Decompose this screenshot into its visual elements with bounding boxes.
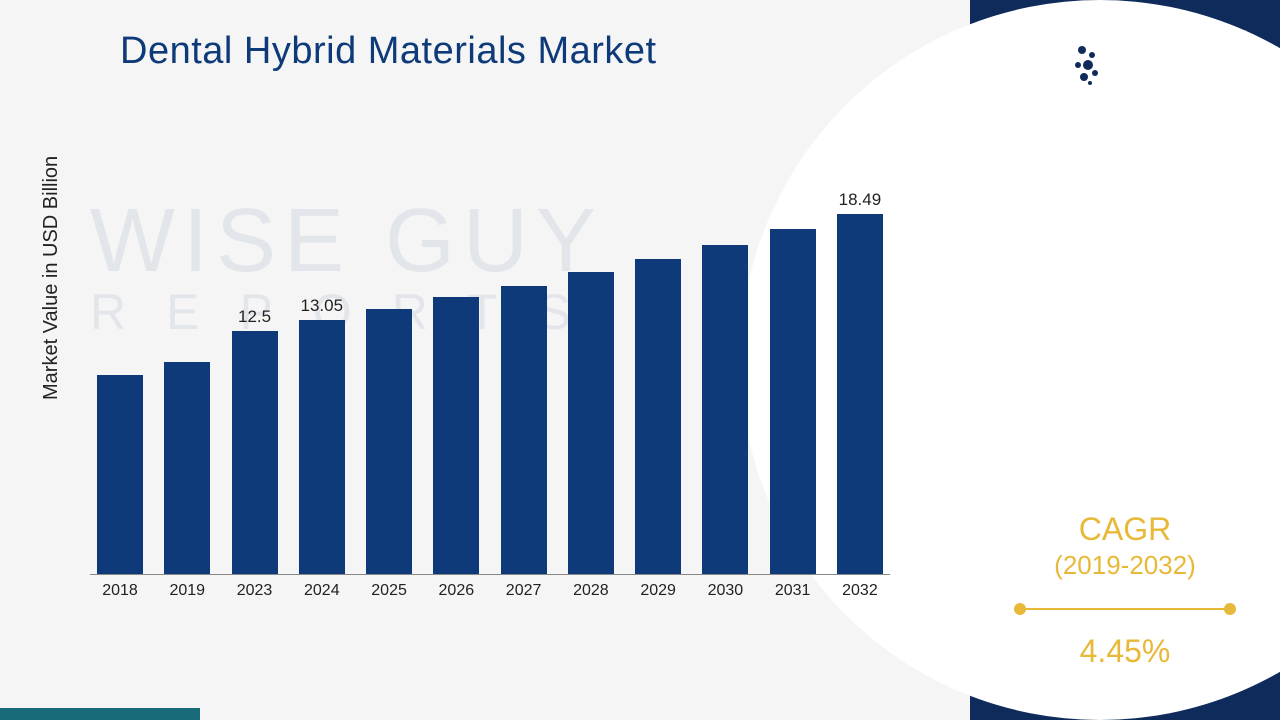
bar xyxy=(366,309,412,574)
bar-group: 18.49 xyxy=(830,190,890,574)
bars-container: 12.5 13.05 18.49 xyxy=(90,180,890,575)
x-tick-label: 2027 xyxy=(494,582,554,600)
chart-title: Dental Hybrid Materials Market xyxy=(120,30,657,73)
x-tick-label: 2029 xyxy=(628,582,688,600)
x-tick-label: 2028 xyxy=(561,582,621,600)
cagr-period: (2019-2032) xyxy=(1000,550,1250,581)
x-tick-label: 2026 xyxy=(426,582,486,600)
logo-head-icon xyxy=(1040,25,1110,105)
bar-group xyxy=(695,221,755,574)
bar xyxy=(97,375,143,574)
bar-group: 12.5 xyxy=(225,307,285,574)
bar-group: 13.05 xyxy=(292,296,352,574)
bar-group xyxy=(359,285,419,574)
bar xyxy=(299,320,345,574)
y-axis-label: Market Value in USD Billion xyxy=(40,156,63,400)
cagr-box: CAGR (2019-2032) 4.45% xyxy=(1000,511,1250,670)
x-tick-label: 2030 xyxy=(695,582,755,600)
cagr-divider xyxy=(1020,599,1230,619)
bar-value-label: 18.49 xyxy=(839,190,882,210)
bar xyxy=(635,259,681,574)
bar xyxy=(770,229,816,574)
bar xyxy=(501,286,547,574)
bar-group xyxy=(90,351,150,574)
bar-group xyxy=(628,235,688,574)
cagr-value: 4.45% xyxy=(1000,633,1250,670)
bar xyxy=(164,362,210,574)
x-tick-label: 2024 xyxy=(292,582,352,600)
bar-group xyxy=(426,273,486,574)
accent-bar xyxy=(0,708,200,720)
x-tick-label: 2018 xyxy=(90,582,150,600)
bar-group xyxy=(763,205,823,574)
bar-group xyxy=(561,248,621,574)
x-tick-label: 2032 xyxy=(830,582,890,600)
x-axis-labels: 2018 2019 2023 2024 2025 2026 2027 2028 2029 2030… xyxy=(90,582,890,600)
bar xyxy=(433,297,479,574)
cagr-title: CAGR xyxy=(1000,511,1250,548)
bar-group xyxy=(494,262,554,574)
x-tick-label: 2023 xyxy=(225,582,285,600)
chart-area: 12.513.0518.49 2018201920232024202520262… xyxy=(90,180,890,600)
bar xyxy=(232,331,278,574)
bar xyxy=(837,214,883,574)
bar-group xyxy=(157,338,217,574)
x-tick-label: 2019 xyxy=(157,582,217,600)
bar xyxy=(702,245,748,574)
x-tick-label: 2025 xyxy=(359,582,419,600)
bar-value-label: 12.5 xyxy=(238,307,271,327)
bar xyxy=(568,272,614,574)
x-tick-label: 2031 xyxy=(763,582,823,600)
bar-value-label: 13.05 xyxy=(301,296,344,316)
